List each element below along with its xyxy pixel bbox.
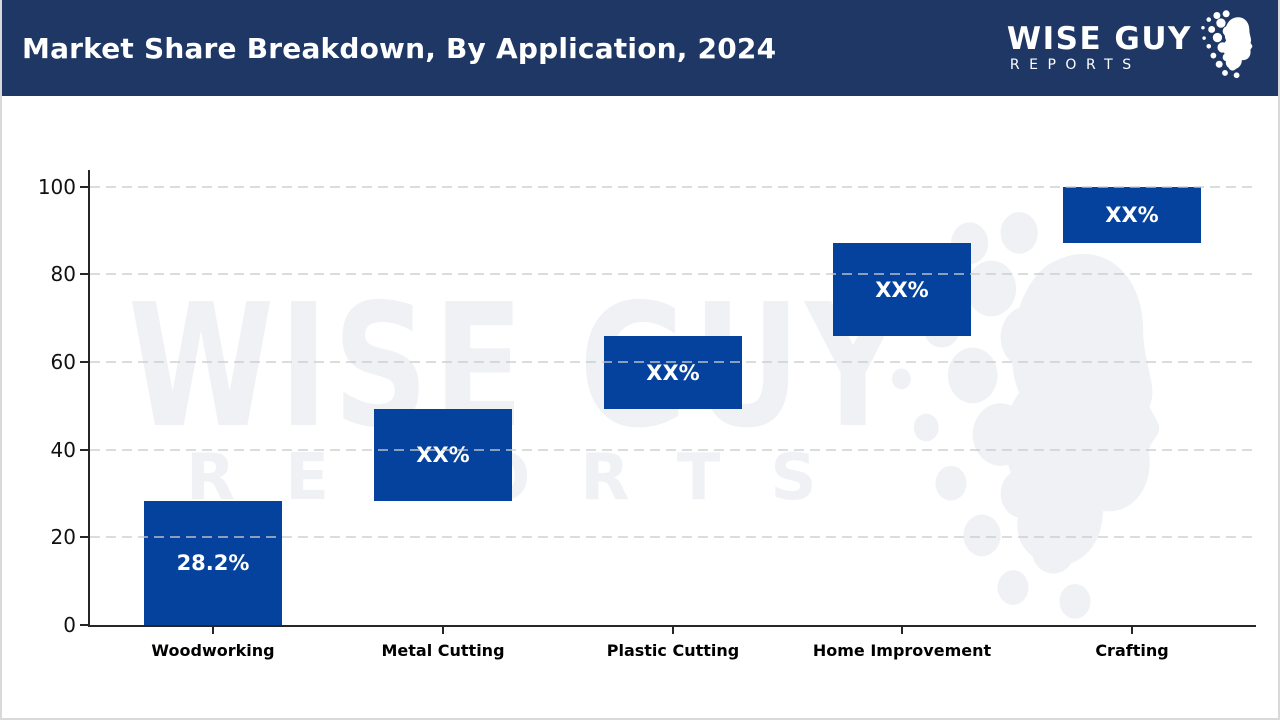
bar-crafting: XX%: [1063, 186, 1201, 244]
y-tick-label-100: 100: [37, 174, 76, 199]
category-label-crafting: Crafting: [1095, 641, 1169, 660]
logo-subtitle: REPORTS: [1009, 56, 1141, 73]
category-label-plastic-cutting: Plastic Cutting: [606, 641, 740, 660]
y-tick-label-20: 20: [50, 525, 76, 550]
bar-woodworking: 28.2%: [144, 501, 282, 625]
y-tick-mark-60: [80, 360, 88, 363]
y-tick-label-40: 40: [50, 437, 76, 462]
bar-value-label-crafting: XX%: [1105, 202, 1159, 227]
header-bar: Market Share Breakdown, By Application, …: [2, 0, 1278, 96]
bar-value-label-home-improvement: XX%: [875, 277, 929, 302]
logo-text: WISE GUY REPORTS: [1007, 23, 1192, 73]
y-tick-mark-20: [80, 536, 88, 539]
y-tick-label-80: 80: [50, 262, 76, 287]
bar-plastic-cutting: XX%: [604, 336, 742, 409]
wise-guy-logo: WISE GUY REPORTS: [1007, 9, 1254, 87]
bar-value-label-plastic-cutting: XX%: [646, 360, 700, 385]
y-tick-label-0: 0: [63, 613, 76, 637]
y-axis-spine: [88, 170, 90, 627]
y-tick-mark-80: [80, 273, 88, 276]
x-tick-mark-crafting: [1131, 627, 1133, 634]
y-tick-mark-40: [80, 448, 88, 451]
logo-wordmark: WISE GUY: [1006, 21, 1192, 58]
gridline-40: [90, 448, 1254, 451]
x-axis-spine: [88, 625, 1256, 627]
gridline-100: [90, 185, 1254, 188]
bar-metal-cutting: XX%: [374, 408, 512, 502]
bar-value-label-woodworking: 28.2%: [176, 551, 250, 576]
gridline-60: [90, 360, 1254, 363]
x-tick-mark-home-improvement: [901, 627, 903, 634]
category-label-metal-cutting: Metal Cutting: [381, 641, 505, 660]
category-label-home-improvement: Home Improvement: [812, 641, 992, 660]
y-tick-label-60: 60: [50, 349, 76, 374]
bar-home-improvement: XX%: [833, 243, 971, 337]
x-tick-mark-woodworking: [212, 627, 214, 634]
bar-value-label-metal-cutting: XX%: [416, 443, 470, 468]
watermark-wordmark: WISE GUY: [128, 268, 906, 466]
gridline-80: [90, 273, 1254, 276]
category-label-woodworking: Woodworking: [151, 641, 275, 660]
logo-face-icon: [1201, 10, 1253, 79]
x-tick-mark-metal-cutting: [442, 627, 444, 634]
gridline-20: [90, 536, 1254, 539]
y-tick-mark-0: [80, 624, 88, 626]
y-tick-mark-100: [80, 185, 88, 188]
page-title: Market Share Breakdown, By Application, …: [22, 31, 777, 65]
x-tick-mark-plastic-cutting: [672, 627, 674, 634]
